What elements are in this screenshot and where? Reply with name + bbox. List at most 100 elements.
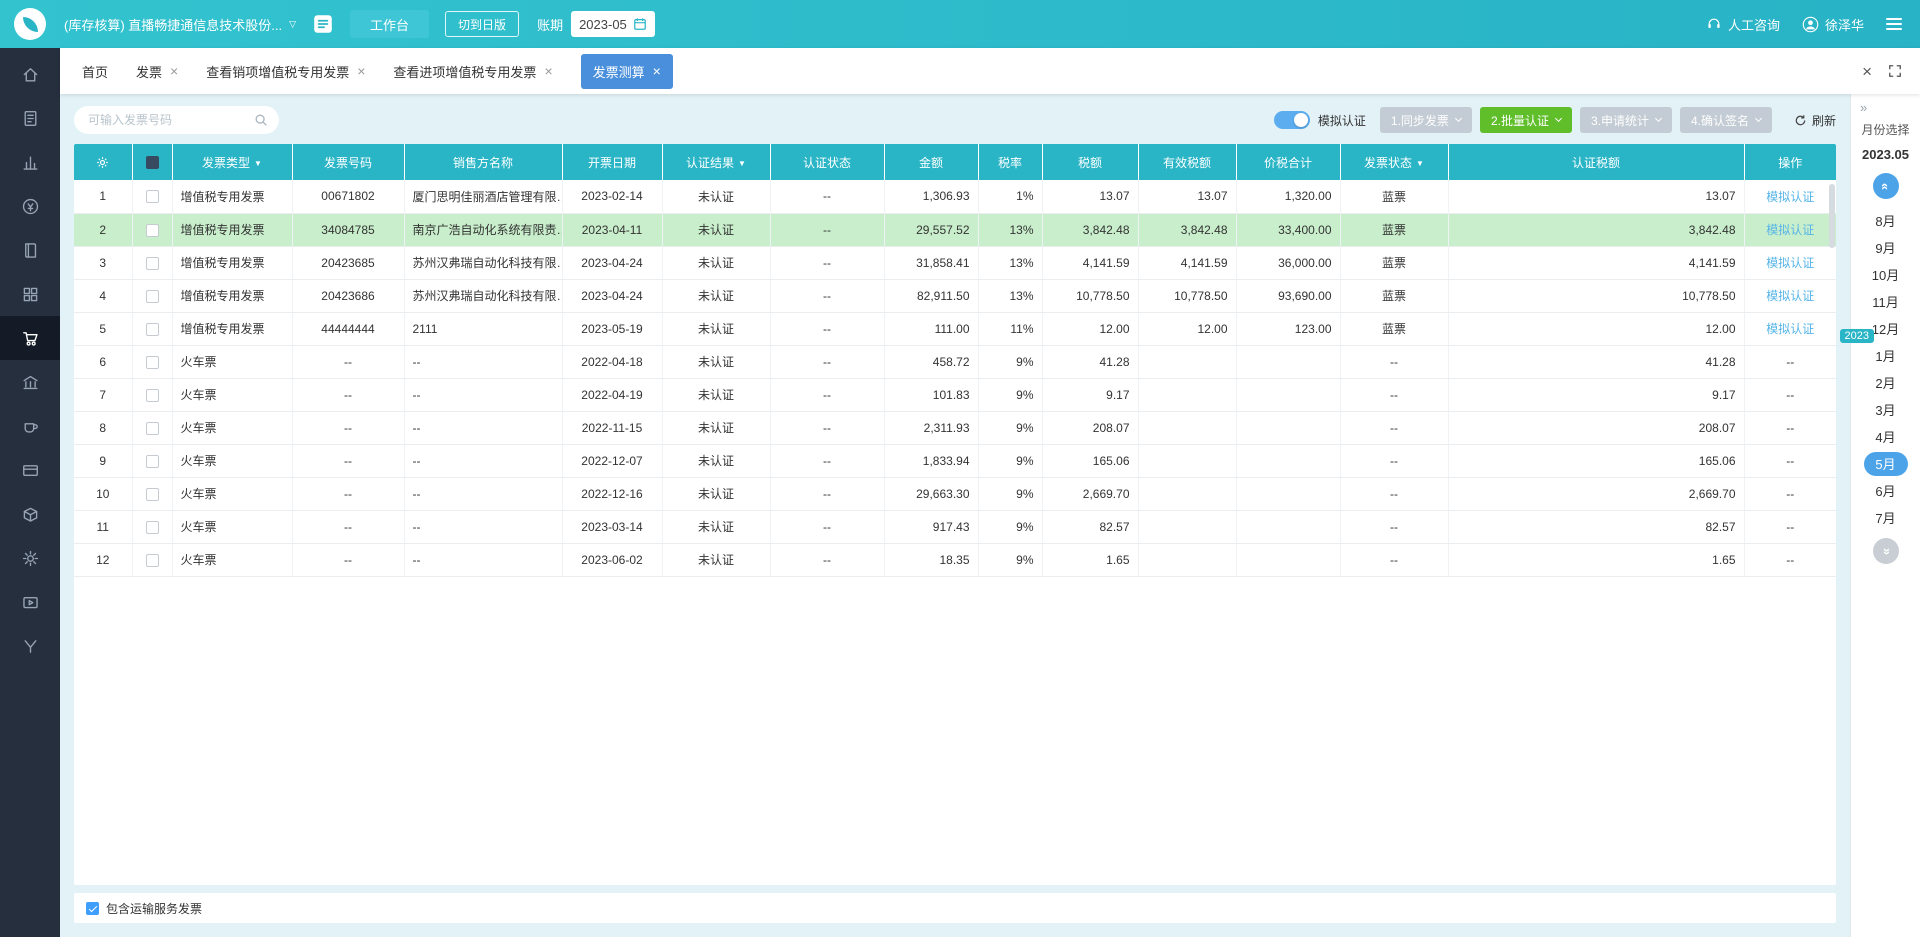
tab-close-icon[interactable]: ×	[544, 63, 553, 79]
period-picker[interactable]: 2023-05	[571, 11, 655, 37]
vertical-scrollbar[interactable]	[1829, 184, 1835, 248]
tab-1[interactable]: 发票 ×	[136, 62, 178, 81]
sidebar-item-home[interactable]	[0, 52, 60, 96]
row-checkbox[interactable]	[145, 454, 159, 468]
row-checkbox[interactable]	[145, 322, 159, 336]
close-all-tabs-icon[interactable]: ×	[1862, 61, 1872, 81]
row-checkbox[interactable]	[145, 487, 159, 501]
column-settings-gear-icon[interactable]	[95, 155, 110, 170]
month-item-4月[interactable]: 4月	[1875, 430, 1896, 445]
row-checkbox[interactable]	[145, 223, 159, 237]
menu-icon[interactable]	[1886, 18, 1902, 30]
sidebar-item-modules[interactable]	[0, 272, 60, 316]
row-checkbox[interactable]	[145, 289, 159, 303]
action-button-4[interactable]: 4.确认签名	[1679, 107, 1772, 133]
scroll-months-down-button[interactable]: «	[1872, 538, 1899, 564]
memo-icon[interactable]	[312, 13, 334, 35]
col-header-result[interactable]: 认证结果 ▼	[662, 144, 771, 180]
action-button-1[interactable]: 1.同步发票	[1379, 107, 1472, 133]
table-row-11[interactable]: 11 火车票 -- -- 2023-03-14 未认证 -- 917.43 9% 82.57 -- 8…	[74, 510, 1836, 544]
fullscreen-icon[interactable]	[1888, 64, 1902, 78]
sidebar-item-settings[interactable]	[0, 536, 60, 580]
month-item-2月[interactable]: 2月	[1875, 376, 1896, 391]
workbench-button[interactable]: 工作台	[350, 10, 430, 38]
table-row-2[interactable]: 2 增值税专用发票 34084785 南京广浩自动化系统有限责… 2023-04-11 未…	[74, 213, 1836, 247]
sidebar-item-video[interactable]	[0, 580, 60, 624]
row-checkbox[interactable]	[145, 355, 159, 369]
row-checkbox[interactable]	[145, 388, 159, 402]
filter-caret-icon[interactable]: ▼	[254, 158, 262, 168]
col-header-type[interactable]: 发票类型 ▼	[172, 144, 293, 180]
sidebar-item-service[interactable]	[0, 404, 60, 448]
scroll-months-up-button[interactable]: «	[1872, 173, 1899, 199]
col-header-number[interactable]: 发票号码	[292, 144, 405, 180]
action-button-2[interactable]: 2.批量认证	[1479, 107, 1572, 133]
month-item-1月[interactable]: 1月	[1875, 349, 1896, 364]
simulate-cert-link[interactable]: 模拟认证	[1766, 189, 1815, 204]
col-header-invoice_status[interactable]: 发票状态 ▼	[1340, 144, 1449, 180]
col-header-settings[interactable]	[74, 144, 133, 180]
table-row-3[interactable]: 3 增值税专用发票 20423685 苏州汉弗瑞自动化科技有限… 2023-04-24 未…	[74, 246, 1836, 280]
simulate-cert-toggle[interactable]	[1273, 111, 1310, 129]
month-item-5月[interactable]: 5月	[1863, 451, 1908, 476]
sidebar-item-bank[interactable]	[0, 360, 60, 404]
row-checkbox[interactable]	[145, 520, 159, 534]
switch-version-button[interactable]: 切到日版	[445, 11, 520, 37]
sidebar-item-invoice[interactable]	[0, 96, 60, 140]
col-header-total[interactable]: 价税合计	[1236, 144, 1341, 180]
tab-close-icon[interactable]: ×	[357, 63, 366, 79]
month-item-12月[interactable]: 12月	[1871, 322, 1900, 337]
refresh-button[interactable]: 刷新	[1794, 112, 1836, 129]
filter-caret-icon[interactable]: ▼	[738, 158, 746, 168]
row-checkbox[interactable]	[145, 421, 159, 435]
simulate-cert-link[interactable]: 模拟认证	[1766, 256, 1815, 270]
table-row-12[interactable]: 12 火车票 -- -- 2023-06-02 未认证 -- 18.35 9% 1.65 -- 1.6…	[74, 543, 1836, 577]
col-header-seller[interactable]: 销售方名称	[404, 144, 563, 180]
table-row-6[interactable]: 6 火车票 -- -- 2022-04-18 未认证 -- 458.72 9% 41.28 -- 41…	[74, 345, 1836, 379]
row-checkbox[interactable]	[145, 190, 159, 204]
tab-2[interactable]: 查看销项增值税专用发票 ×	[206, 62, 365, 81]
table-row-4[interactable]: 4 增值税专用发票 20423686 苏州汉弗瑞自动化科技有限… 2023-04-24 未…	[74, 279, 1836, 313]
search-icon[interactable]	[254, 113, 268, 127]
simulate-cert-link[interactable]: 模拟认证	[1766, 322, 1815, 336]
col-header-tax[interactable]: 税额	[1042, 144, 1139, 180]
month-item-7月[interactable]: 7月	[1875, 511, 1896, 526]
month-item-10月[interactable]: 10月	[1871, 268, 1900, 283]
tab-3[interactable]: 查看进项增值税专用发票 ×	[393, 62, 552, 81]
sidebar-item-purchase[interactable]	[0, 316, 60, 360]
col-header-amount[interactable]: 金额	[884, 144, 979, 180]
col-header-rate[interactable]: 税率	[978, 144, 1043, 180]
sidebar-item-checkout[interactable]	[0, 624, 60, 668]
filter-caret-icon[interactable]: ▼	[1416, 158, 1424, 168]
sidebar-item-report[interactable]	[0, 140, 60, 184]
sidebar-item-funds[interactable]	[0, 184, 60, 228]
include-transport-checkbox[interactable]	[86, 901, 99, 915]
table-row-10[interactable]: 10 火车票 -- -- 2022-12-16 未认证 -- 29,663.30 9% 2,669…	[74, 477, 1836, 511]
support-button[interactable]: 人工咨询	[1706, 15, 1780, 34]
col-header-status[interactable]: 认证状态	[770, 144, 885, 180]
tab-0[interactable]: 首页	[82, 62, 108, 81]
sidebar-item-inventory[interactable]	[0, 492, 60, 536]
simulate-cert-link[interactable]: 模拟认证	[1766, 289, 1815, 303]
col-header-date[interactable]: 开票日期	[562, 144, 663, 180]
col-header-valid_tax[interactable]: 有效税额	[1138, 144, 1237, 180]
col-header-cert_tax[interactable]: 认证税额	[1448, 144, 1745, 180]
table-row-8[interactable]: 8 火车票 -- -- 2022-11-15 未认证 -- 2,311.93 9% 208.07-…	[74, 411, 1836, 445]
simulate-cert-link[interactable]: 模拟认证	[1766, 223, 1815, 237]
company-selector[interactable]: (库存核算) 直播畅捷通信息技术股份... ▽	[64, 15, 296, 34]
action-button-3[interactable]: 3.申请统计	[1579, 107, 1672, 133]
month-item-11月[interactable]: 11月	[1872, 295, 1899, 310]
tab-close-icon[interactable]: ×	[652, 63, 661, 79]
select-all-checkbox[interactable]	[145, 156, 159, 170]
month-item-6月[interactable]: 6月	[1875, 484, 1896, 499]
row-checkbox[interactable]	[145, 553, 159, 567]
month-item-8月[interactable]: 8月	[1875, 214, 1896, 229]
table-row-1[interactable]: 1 增值税专用发票 00671802 厦门思明佳丽酒店管理有限… 2023-02-14 未…	[74, 180, 1836, 214]
table-row-5[interactable]: 5 增值税专用发票 44444444 2111 2023-05-19 未认证 -- 111.0…	[74, 312, 1836, 346]
month-item-3月[interactable]: 3月	[1875, 403, 1896, 418]
month-item-9月[interactable]: 9月	[1875, 241, 1896, 256]
col-header-action[interactable]: 操作	[1744, 144, 1836, 180]
user-menu[interactable]: 徐泽华	[1802, 15, 1864, 34]
table-row-7[interactable]: 7 火车票 -- -- 2022-04-19 未认证 -- 101.83 9% 9.17 -- 9.1…	[74, 378, 1836, 412]
sidebar-item-ledger[interactable]	[0, 228, 60, 272]
